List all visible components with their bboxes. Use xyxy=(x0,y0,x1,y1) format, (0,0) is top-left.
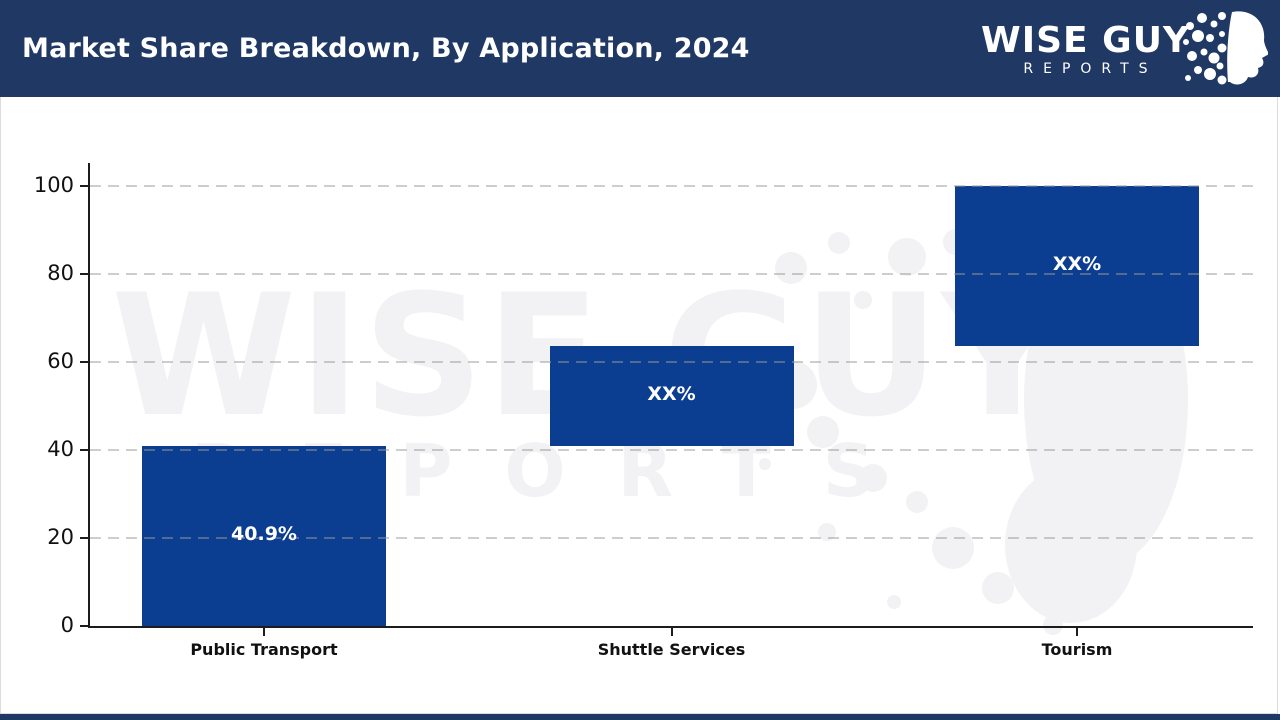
y-tick-label: 60 xyxy=(47,349,74,373)
gridline-60 xyxy=(90,361,1253,363)
footer-bar xyxy=(0,714,1280,720)
logo-face-icon xyxy=(1183,11,1268,85)
y-axis xyxy=(88,163,90,628)
y-tick-label: 100 xyxy=(33,173,74,197)
x-tick-mark xyxy=(670,628,673,636)
bar-tourism xyxy=(955,186,1199,347)
y-tick-mark xyxy=(80,361,88,363)
x-category-label: Shuttle Services xyxy=(597,640,746,659)
y-tick-mark xyxy=(80,185,88,187)
y-tick-label: 80 xyxy=(47,261,74,285)
bar-public-transport xyxy=(142,446,386,626)
x-axis xyxy=(88,626,1253,628)
header-bar: Market Share Breakdown, By Application, … xyxy=(0,0,1280,97)
logo-subtitle: REPORTS xyxy=(1023,60,1158,77)
y-tick-label: 20 xyxy=(47,525,74,549)
bar-value-label: 40.9% xyxy=(231,523,297,546)
x-tick-mark xyxy=(263,628,265,636)
bar-value-label: XX% xyxy=(1052,253,1102,276)
wise-guy-logo: WISE GUY REPORTS xyxy=(981,8,1268,90)
bar-value-label: XX% xyxy=(647,383,696,406)
gridline-100 xyxy=(90,185,1253,187)
gridline-40 xyxy=(90,449,1253,451)
y-tick-label: 40 xyxy=(47,437,74,461)
gridline-80 xyxy=(90,273,1253,275)
y-tick-mark xyxy=(80,625,88,627)
gridline-20 xyxy=(90,537,1253,539)
page-title: Market Share Breakdown, By Application, … xyxy=(22,33,750,64)
y-tick-label: 0 xyxy=(60,613,74,637)
logo-name: WISE GUY xyxy=(980,19,1190,61)
x-tick-mark xyxy=(1076,628,1078,636)
x-category-label: Public Transport xyxy=(190,640,338,659)
y-tick-mark xyxy=(80,537,88,539)
y-tick-mark xyxy=(80,273,88,275)
y-tick-mark xyxy=(80,449,88,451)
x-category-label: Tourism xyxy=(1041,640,1113,659)
